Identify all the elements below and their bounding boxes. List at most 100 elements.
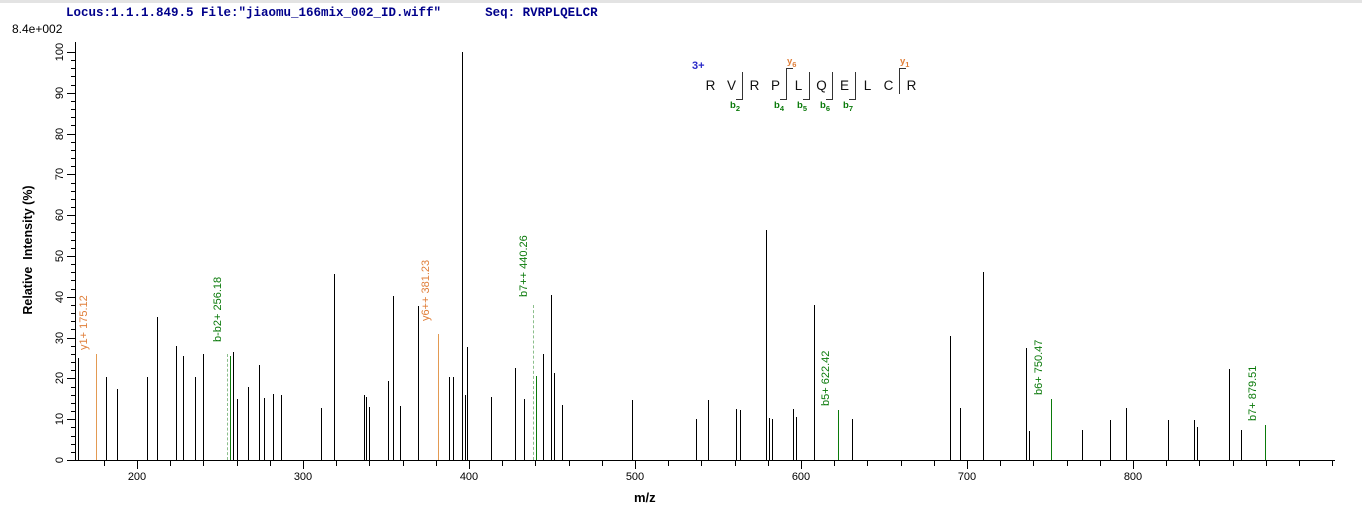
x-tick (601, 461, 603, 466)
peak (739, 409, 741, 460)
b-ion-label: b2 (730, 100, 740, 113)
x-tick (402, 461, 404, 466)
y-tick (71, 207, 75, 209)
y-tick (71, 402, 75, 404)
y-tick-label: 70 (54, 168, 66, 181)
peak (982, 272, 984, 460)
x-tick (137, 461, 138, 469)
y-tick (71, 304, 75, 306)
x-tick (469, 461, 470, 469)
x-tick (900, 461, 902, 466)
x-tick (867, 461, 869, 466)
y-tick (71, 84, 75, 86)
peak (1229, 369, 1231, 460)
x-tick (1033, 461, 1035, 466)
cleavage-marker: y6 b4 (774, 56, 796, 113)
x-tick-label: 400 (459, 471, 479, 483)
peak (814, 304, 816, 460)
peak (1167, 420, 1169, 460)
peak (146, 377, 148, 460)
x-tick (236, 461, 238, 466)
base-peak-intensity: 8.4e+002 (12, 22, 63, 36)
y-tick-label: 0 (54, 456, 66, 464)
peak (792, 408, 794, 460)
y-tick (71, 288, 75, 290)
cleavage-marker: b5 (797, 72, 811, 113)
b-ion-label: b5 (797, 100, 807, 113)
spectrum-header: Locus:1.1.1.849.5 File:"jiaomu_166mix_00… (66, 6, 598, 20)
peak (449, 377, 451, 460)
x-tick (1166, 461, 1168, 466)
peak (464, 394, 466, 460)
peak (363, 394, 365, 460)
residue: R (906, 78, 917, 93)
x-tick (502, 461, 504, 466)
peak-label: b6+ 750.47 (1032, 339, 1045, 395)
x-tick (303, 461, 304, 469)
peak (1125, 407, 1127, 460)
b-ion-label: b6 (820, 100, 830, 113)
y-tick (67, 378, 75, 380)
b-ion-peak (1050, 398, 1052, 460)
y-tick (71, 280, 75, 282)
y-tick (71, 60, 75, 62)
peak (462, 52, 464, 460)
x-tick (369, 461, 371, 466)
y-tick-label: 80 (54, 127, 66, 140)
b-ion-label: b4 (774, 100, 784, 113)
y-tick (71, 247, 75, 249)
precursor-charge: 3+ (692, 60, 705, 72)
y-tick (71, 125, 75, 127)
residue: P (770, 78, 780, 93)
y-tick (71, 231, 75, 233)
x-tick (1066, 461, 1068, 466)
y-tick (67, 419, 75, 421)
peak-label: b5+ 622.42 (820, 350, 833, 406)
b-ion-peak (230, 355, 232, 460)
peak (237, 398, 239, 460)
residue: C (883, 78, 894, 93)
y-tick (71, 158, 75, 160)
peak (736, 409, 738, 460)
peak (550, 294, 552, 460)
x-tick (734, 461, 736, 466)
y-tick (71, 321, 75, 323)
cleavage-marker: b2 (730, 72, 744, 113)
peak (960, 407, 962, 460)
peak (1029, 431, 1031, 460)
peak (1194, 420, 1196, 460)
peak (542, 353, 544, 460)
y-tick (67, 256, 75, 257)
peak (514, 368, 516, 460)
peak (366, 396, 368, 460)
peak (387, 381, 389, 460)
x-tick-label: 200 (127, 471, 147, 483)
peak (1025, 347, 1027, 460)
residue: R (705, 78, 716, 93)
y-tick (71, 100, 75, 102)
peak-label: b7+ 879.51 (1246, 365, 1259, 422)
y-tick-label: 60 (54, 209, 66, 222)
y-tick-label: 20 (54, 372, 66, 385)
y-ion-label: y6 (787, 56, 797, 69)
b-ion-peak (535, 376, 537, 460)
peak (771, 419, 773, 460)
x-tick-label: 600 (791, 471, 811, 483)
y-tick (67, 174, 75, 176)
x-tick (1232, 461, 1234, 466)
peak (106, 377, 108, 460)
y-tick (71, 435, 75, 437)
x-tick (103, 461, 105, 466)
x-tick (1299, 461, 1300, 466)
x-tick-label: 800 (1123, 471, 1143, 483)
peak (768, 417, 770, 460)
y-tick (71, 443, 75, 445)
y-tick (71, 370, 75, 372)
peak (259, 364, 260, 460)
peak (233, 351, 235, 460)
x-tick (568, 461, 570, 466)
